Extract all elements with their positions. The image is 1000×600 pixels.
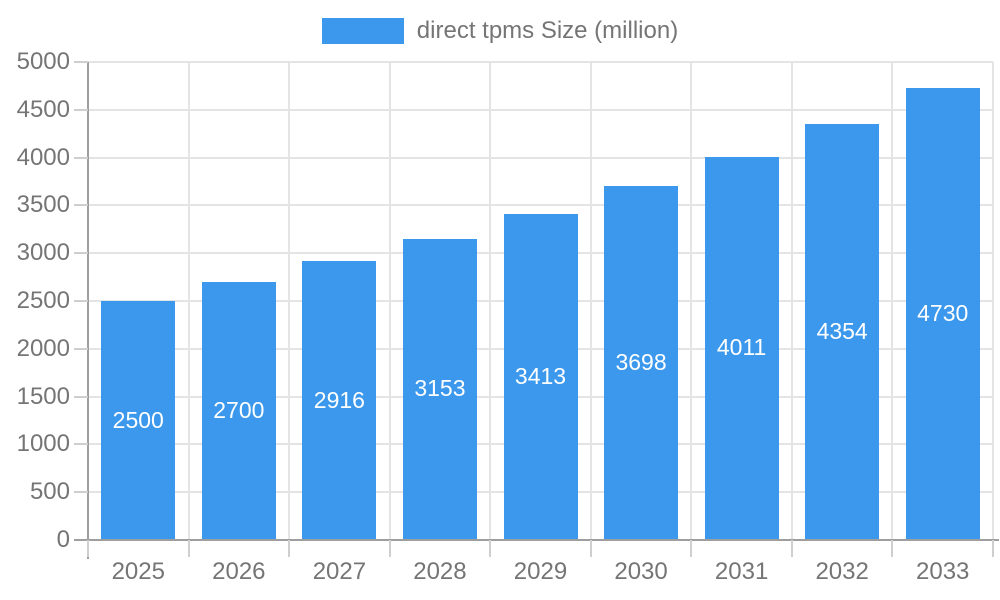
y-tick xyxy=(74,443,88,446)
y-tick xyxy=(74,300,88,302)
y-tick xyxy=(74,61,88,63)
bar-value-label: 3413 xyxy=(514,362,567,389)
y-tick xyxy=(74,491,88,494)
x-axis-label: 2029 xyxy=(513,558,568,585)
gridline-horizontal xyxy=(88,204,993,207)
y-axis-label: 5000 xyxy=(16,48,70,75)
gridline-horizontal xyxy=(88,108,993,111)
y-tick xyxy=(74,252,88,255)
y-tick xyxy=(74,395,88,398)
bar-value-label: 2916 xyxy=(313,386,365,413)
y-axis-label: 4500 xyxy=(16,95,70,123)
y-tick xyxy=(74,204,88,207)
gridline-vertical xyxy=(489,62,492,540)
plot-area: 2500 2700 2916 3153 3413 3698 4011 4354 4730 xyxy=(88,61,994,540)
bar-value-label: 4730 xyxy=(917,299,969,326)
gridline-horizontal xyxy=(88,156,993,159)
x-axis-label: 2030 xyxy=(614,558,668,585)
gridline-vertical xyxy=(589,62,592,540)
y-axis-label: 0 xyxy=(56,526,70,553)
gridline-vertical xyxy=(187,62,190,540)
x-tick xyxy=(589,540,592,557)
x-tick xyxy=(992,540,994,557)
chart-legend: direct tpms Size (million) xyxy=(0,17,1000,45)
bar-2028 xyxy=(402,238,477,540)
bar-value-label: 2500 xyxy=(112,406,164,433)
bar-2032 xyxy=(805,123,880,540)
legend-label: direct tpms Size (million) xyxy=(416,17,679,44)
y-axis-line xyxy=(87,62,89,559)
y-tick xyxy=(74,108,88,111)
y-axis-label: 500 xyxy=(29,478,70,506)
bar-value-label: 3698 xyxy=(615,349,667,376)
y-axis-label: 4000 xyxy=(16,143,70,171)
x-axis-label: 2028 xyxy=(413,558,467,585)
gridline-horizontal xyxy=(88,61,993,63)
y-axis-label: 1500 xyxy=(16,382,70,410)
x-axis-label: 2032 xyxy=(815,558,869,585)
y-tick xyxy=(74,347,88,350)
bar-value-label: 2700 xyxy=(213,396,265,423)
x-tick xyxy=(288,540,291,557)
x-tick xyxy=(187,540,190,557)
gridline-vertical xyxy=(891,62,894,540)
gridline-vertical xyxy=(388,62,391,540)
y-axis-label: 1000 xyxy=(16,430,70,458)
x-tick xyxy=(388,540,391,557)
bar-2026 xyxy=(201,281,276,540)
bar-2025 xyxy=(101,301,176,540)
bar-2027 xyxy=(302,261,377,540)
bar-value-label: 4011 xyxy=(716,334,767,361)
x-axis-label: 2025 xyxy=(111,558,165,585)
x-axis-label: 2026 xyxy=(212,558,266,585)
gridline-vertical xyxy=(288,62,291,540)
gridline-vertical xyxy=(790,62,793,540)
gridline-vertical xyxy=(690,62,693,540)
x-axis-label: 2031 xyxy=(714,558,769,585)
y-axis-label: 3000 xyxy=(16,239,70,267)
gridline-vertical xyxy=(992,62,994,540)
bar-value-label: 4354 xyxy=(816,317,868,344)
x-axis-label: 2027 xyxy=(312,558,367,585)
bar-value-label: 3153 xyxy=(414,375,466,402)
x-tick xyxy=(891,540,894,557)
y-axis-label: 2000 xyxy=(16,334,70,362)
x-axis-line xyxy=(74,539,999,541)
x-tick xyxy=(489,540,492,557)
y-axis-label: 3500 xyxy=(16,191,70,219)
x-tick xyxy=(690,540,693,557)
x-axis-label: 2033 xyxy=(916,558,970,585)
x-tick xyxy=(790,540,793,557)
bar-2031 xyxy=(704,156,779,540)
legend-swatch xyxy=(321,18,404,44)
bar-2029 xyxy=(503,213,578,540)
bar-2033 xyxy=(905,87,980,540)
bar-2030 xyxy=(604,186,679,540)
y-axis-label: 2500 xyxy=(16,287,70,314)
x-tick xyxy=(87,540,89,557)
y-tick xyxy=(74,156,88,159)
